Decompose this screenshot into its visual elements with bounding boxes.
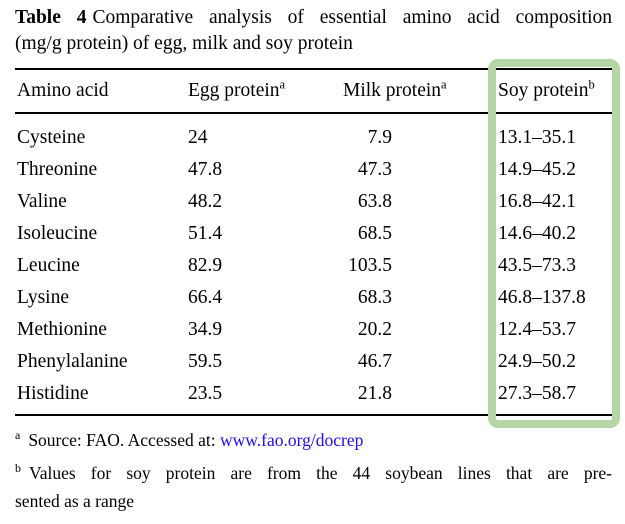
fao-link[interactable]: www.fao.org/docrep (219, 430, 364, 450)
cell-milk-value: 21.8 (357, 383, 392, 404)
cell-soy-range: 16.8–42.1 (498, 191, 576, 212)
cell-egg-value: 47.8 (188, 159, 223, 180)
cell-milk-value: 20.2 (357, 319, 392, 340)
cell-milk-value: 7.9 (367, 127, 392, 148)
cell-milk-value: 68.5 (357, 223, 392, 244)
table-row: Methionine 34.9 20.2 12.4–53.7 (15, 314, 612, 346)
cell-soy-range: 46.8–137.8 (498, 287, 586, 308)
table-row: Phenylalanine 59.5 46.7 24.9–50.2 (15, 346, 612, 378)
footnote-ref-a: a (441, 77, 447, 92)
header-milk-protein: Milk proteina (343, 77, 447, 101)
cell-milk-value: 68.3 (357, 287, 392, 308)
cell-amino-acid: Histidine (17, 383, 89, 404)
cell-soy-range: 14.6–40.2 (498, 223, 576, 244)
cell-soy-range: 43.5–73.3 (498, 255, 576, 276)
cell-egg-value: 82.9 (188, 255, 223, 276)
cell-egg-value: 24 (188, 127, 208, 148)
cell-milk-value: 63.8 (357, 191, 392, 212)
cell-amino-acid: Methionine (17, 319, 107, 340)
table-caption: Table 4 Comparative analysis of essential… (15, 5, 612, 57)
cell-amino-acid: Phenylalanine (17, 351, 128, 372)
cell-soy-range: 27.3–58.7 (498, 383, 576, 404)
cell-egg-value: 51.4 (188, 223, 223, 244)
cell-egg-value: 59.5 (188, 351, 223, 372)
table-row: Leucine 82.9 103.5 43.5–73.3 (15, 250, 612, 282)
cell-egg-value: 34.9 (188, 319, 223, 340)
cell-soy-range: 24.9–50.2 (498, 351, 576, 372)
cell-egg-value: 66.4 (188, 287, 223, 308)
footnote-ref-a: a (279, 77, 286, 92)
caption-text-line1: Comparative analysis of essential amino … (92, 7, 612, 28)
cell-soy-range: 14.9–45.2 (498, 159, 576, 180)
cell-soy-range: 12.4–53.7 (498, 319, 576, 340)
footnote-a-text: Source: FAO. Accessed at: (28, 430, 216, 450)
cell-amino-acid: Lysine (17, 287, 69, 308)
cell-milk-value: 47.3 (357, 159, 392, 180)
table-row: Threonine 47.8 47.3 14.9–45.2 (15, 154, 612, 186)
footnote-ref-b: b (588, 77, 595, 92)
cell-amino-acid: Threonine (17, 159, 98, 180)
cell-amino-acid: Isoleucine (17, 223, 98, 244)
cell-amino-acid: Leucine (17, 255, 80, 276)
cell-amino-acid: Valine (17, 191, 67, 212)
footnote-b-line2: sented as a range (15, 491, 135, 511)
caption-text-line2: (mg/g protein) of egg, milk and soy prot… (15, 33, 353, 54)
table-row: Histidine 23.5 21.8 27.3–58.7 (15, 378, 612, 415)
header-egg-protein: Egg proteina (188, 77, 286, 101)
table-body: Cysteine 24 7.9 13.1–35.1 Threonine 47.8… (15, 113, 612, 415)
header-soy-protein: Soy proteinb (498, 77, 595, 101)
cell-egg-value: 48.2 (188, 191, 223, 212)
footnote-b-marker: b (15, 461, 21, 476)
cell-soy-range: 13.1–35.1 (498, 127, 576, 148)
footnote-a: a Source: FAO. Accessed at: www.fao.org/d… (15, 427, 612, 453)
footnotes: a Source: FAO. Accessed at: www.fao.org/d… (15, 427, 612, 515)
table-row: Isoleucine 51.4 68.5 14.6–40.2 (15, 218, 612, 250)
table-row: Lysine 66.4 68.3 46.8–137.8 (15, 282, 612, 314)
caption-line1: Table 4 Comparative analysis of essential… (15, 5, 612, 31)
cell-amino-acid: Cysteine (17, 127, 86, 148)
table-row: Cysteine 24 7.9 13.1–35.1 (15, 113, 612, 154)
header-row: Amino acid Egg proteina Milk proteina So… (15, 69, 612, 113)
table-row: Valine 48.2 63.8 16.8–42.1 (15, 186, 612, 218)
amino-acid-table: Amino acid Egg proteina Milk proteina So… (15, 68, 612, 416)
cell-milk-value: 46.7 (357, 351, 392, 372)
footnote-a-marker: a (15, 428, 21, 443)
footnote-b-line1: b Values for soy protein are from the 44 … (15, 461, 612, 483)
header-amino-acid: Amino acid (17, 80, 109, 101)
footnote-b: b Values for soy protein are from the 44 … (15, 459, 612, 515)
table-number-label: Table 4 (15, 7, 87, 28)
cell-egg-value: 23.5 (188, 383, 223, 404)
cell-milk-value: 103.5 (348, 255, 392, 276)
